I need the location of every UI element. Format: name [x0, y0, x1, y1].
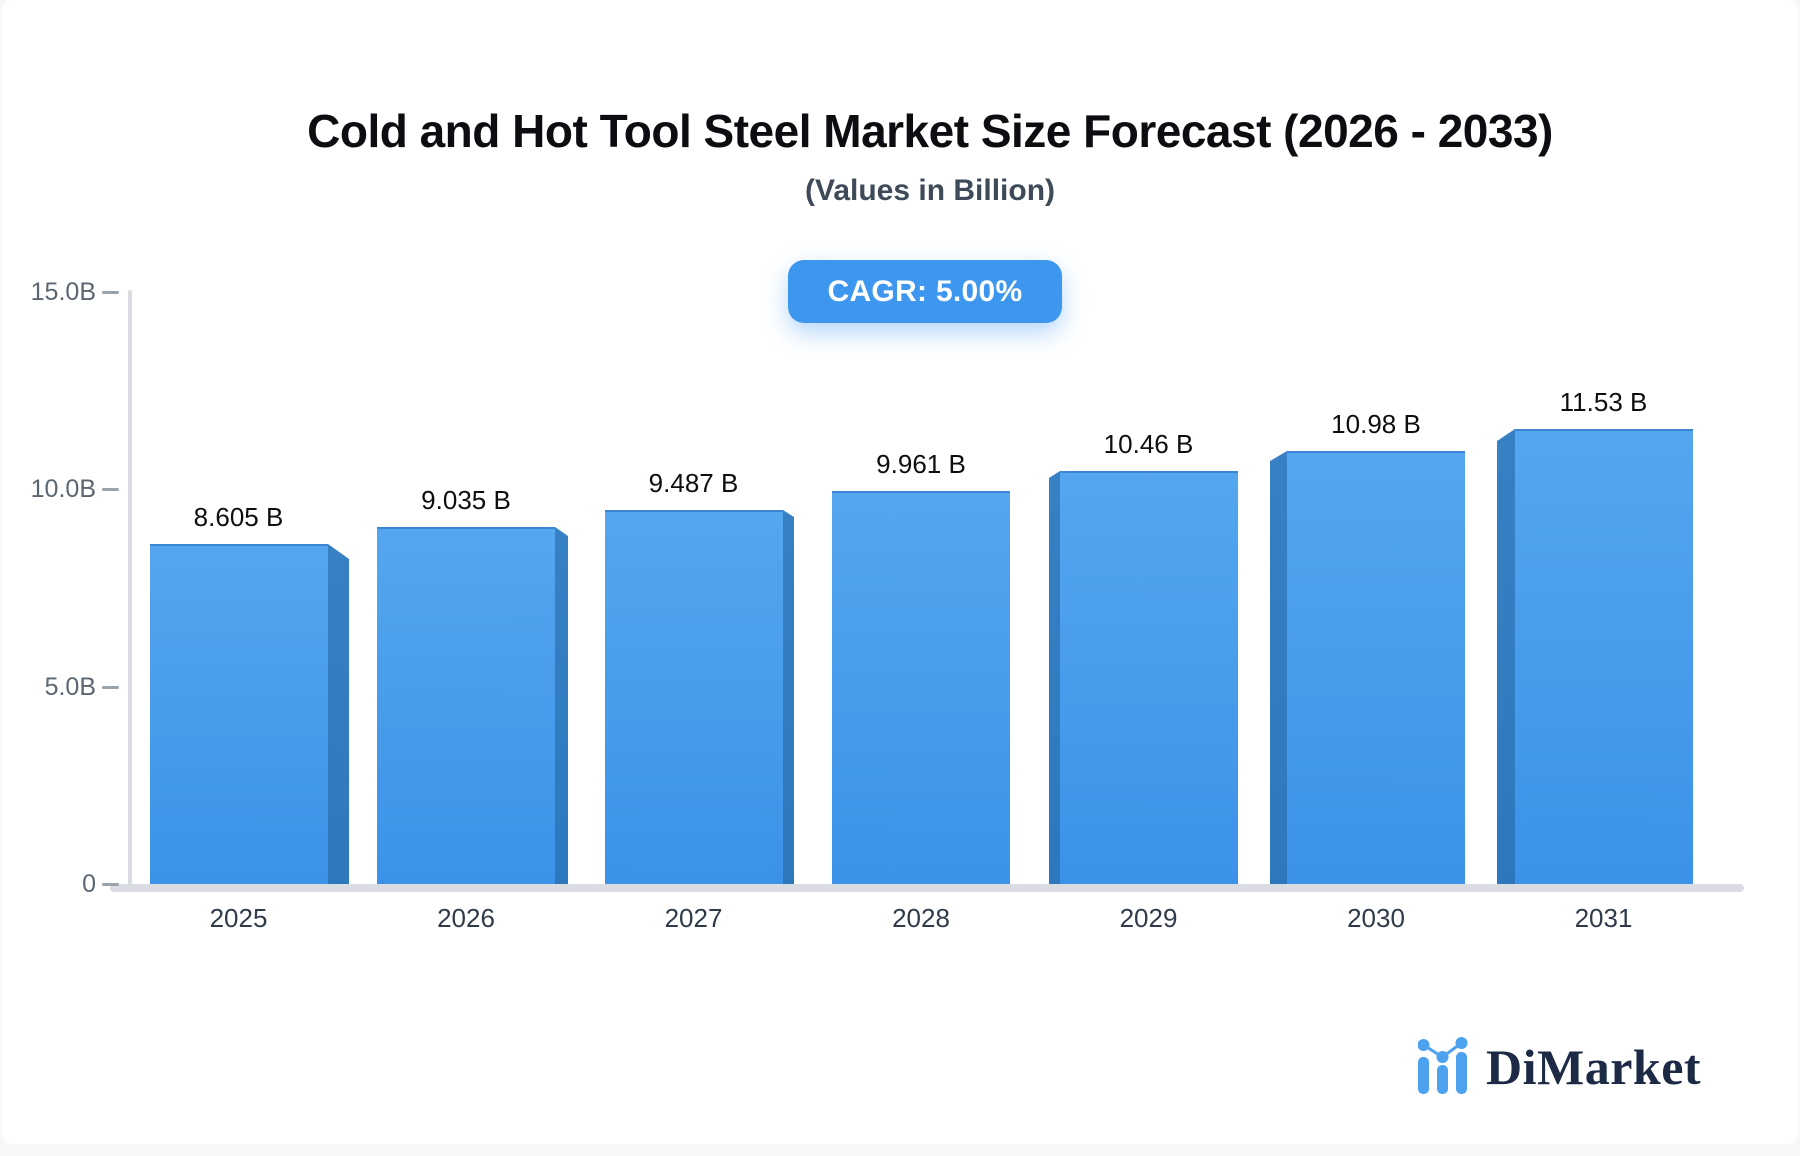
bar-side-face [1270, 451, 1287, 884]
y-tick-label: 5.0B [44, 672, 96, 701]
bar-value-label: 10.98 B [1331, 409, 1421, 439]
x-axis-label: 2031 [1574, 903, 1633, 933]
bar-value-label: 9.035 B [421, 485, 511, 515]
bar-side-face [1048, 471, 1060, 884]
bar-side-face [1496, 429, 1515, 884]
bar-front-face [1514, 429, 1693, 884]
y-axis-line [128, 290, 132, 886]
bar-side-face [555, 527, 568, 884]
bar-value-label: 8.605 B [193, 502, 284, 532]
bar-2027 [604, 510, 794, 884]
bar-2030 [1270, 451, 1465, 884]
y-tick-mark [102, 685, 119, 689]
bar-2029 [1048, 471, 1238, 884]
y-tick-mark [102, 883, 119, 886]
chart-header: Cold and Hot Tool Steel Market Size Fore… [60, 108, 1800, 208]
x-axis-label: 2026 [437, 903, 495, 933]
x-axis-label: 2025 [209, 903, 268, 933]
bar-2028 [832, 491, 1010, 884]
cagr-badge: CAGR: 5.00% [788, 260, 1062, 323]
y-tick-mark [102, 291, 119, 294]
bar-value-label: 9.961 B [876, 449, 966, 479]
bar-side-face [782, 510, 794, 884]
x-axis-label: 2030 [1347, 903, 1405, 933]
dimarket-logo-text: DiMarket [1486, 1039, 1702, 1095]
y-tick-label: 0 [82, 870, 96, 898]
bar-2025 [149, 544, 349, 884]
cagr-badge-label: CAGR: 5.00% [827, 274, 1023, 308]
bar-front-face [1059, 471, 1238, 884]
dimarket-logo: DiMarket [1418, 1036, 1701, 1094]
y-tick-label: 10.0B [30, 475, 96, 504]
x-axis-label: 2028 [892, 903, 950, 933]
x-axis-baseline [110, 884, 1744, 892]
y-tick-mark [102, 488, 119, 492]
bar-value-label: 10.46 B [1103, 429, 1194, 459]
chart-subtitle: (Values in Billion) [804, 174, 1056, 207]
bar-side-face [327, 544, 349, 884]
x-axis-label: 2029 [1119, 903, 1178, 933]
bar-front-face [604, 510, 783, 884]
y-tick-label: 15.0B [30, 278, 96, 306]
bar-2031 [1496, 429, 1693, 884]
bar-front-face [377, 527, 555, 884]
bar-value-label: 9.487 B [648, 468, 739, 498]
chart-title: Cold and Hot Tool Steel Market Size Fore… [307, 105, 1553, 157]
dimarket-logo-icon [1418, 1037, 1468, 1094]
bar-value-label: 11.53 B [1559, 387, 1648, 417]
bar-front-face [832, 491, 1010, 884]
x-axis-label: 2027 [664, 903, 723, 933]
bar-2026 [377, 527, 568, 884]
bar-front-face [1287, 451, 1465, 884]
bar-front-face [149, 544, 328, 884]
